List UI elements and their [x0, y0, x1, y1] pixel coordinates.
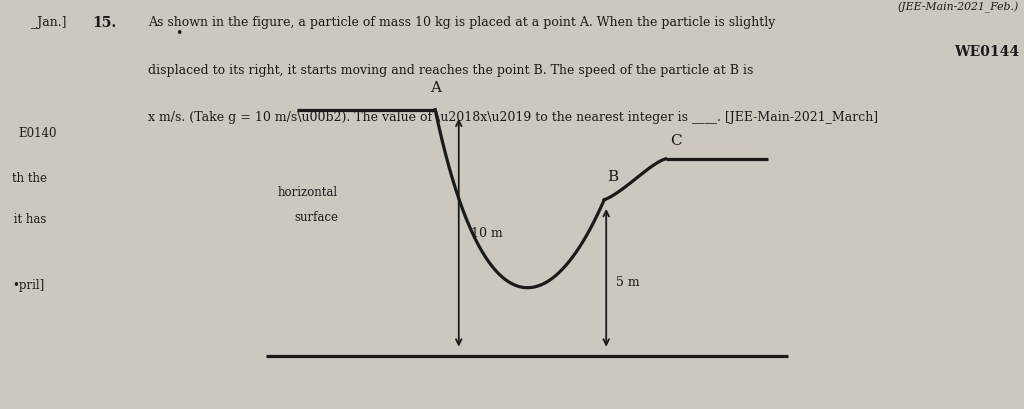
Text: _Jan.]: _Jan.]	[31, 16, 67, 29]
Text: th the: th the	[12, 172, 47, 185]
Text: 10 m: 10 m	[471, 227, 503, 240]
Text: displaced to its right, it starts moving and reaches the point B. The speed of t: displaced to its right, it starts moving…	[148, 63, 754, 76]
Text: E0140: E0140	[18, 127, 57, 140]
Text: horizontal: horizontal	[278, 186, 338, 199]
Text: it has: it has	[10, 213, 47, 226]
Text: 5 m: 5 m	[616, 276, 640, 289]
Text: WE0144: WE0144	[953, 45, 1019, 59]
Text: •pril]: •pril]	[12, 278, 44, 291]
Text: (JEE-Main-2021_Feb.): (JEE-Main-2021_Feb.)	[898, 2, 1019, 13]
Text: As shown in the figure, a particle of mass 10 kg is placed at a point A. When th: As shown in the figure, a particle of ma…	[148, 16, 776, 29]
Text: surface: surface	[294, 210, 338, 223]
Text: 15.: 15.	[92, 16, 117, 30]
Text: •: •	[175, 27, 183, 40]
Text: B: B	[607, 170, 617, 184]
Text: x m/s. (Take g = 10 m/s\u00b2). The value of \u2018x\u2019 to the nearest intege: x m/s. (Take g = 10 m/s\u00b2). The valu…	[148, 110, 879, 124]
Text: A: A	[430, 81, 440, 95]
Text: C: C	[670, 133, 682, 147]
